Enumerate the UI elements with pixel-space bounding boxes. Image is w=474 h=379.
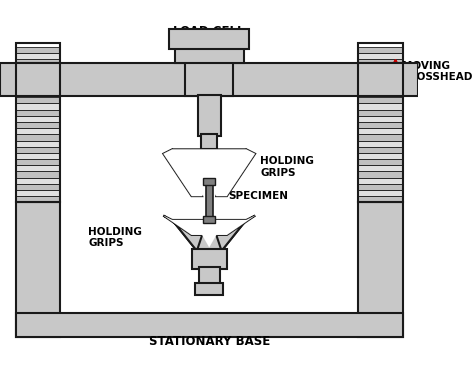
Bar (16, 128, 60, 134)
Bar (358, 103, 402, 110)
Bar (170, 29, 249, 49)
Bar (358, 202, 402, 337)
Bar (358, 110, 402, 116)
Bar (16, 165, 60, 171)
Bar (358, 196, 402, 202)
Bar (16, 202, 60, 337)
Bar (191, 249, 227, 268)
Bar (16, 313, 402, 337)
Bar (16, 96, 60, 202)
Bar (358, 178, 402, 184)
Bar (16, 147, 60, 153)
Polygon shape (216, 216, 255, 251)
Text: SPECIMEN: SPECIMEN (228, 191, 288, 201)
Bar (16, 190, 60, 196)
Bar (358, 184, 402, 190)
Bar (16, 53, 60, 59)
Bar (358, 153, 402, 159)
Bar (358, 190, 402, 196)
Polygon shape (164, 216, 202, 251)
Text: HOLDING
GRIPS: HOLDING GRIPS (88, 227, 142, 248)
Bar (175, 47, 244, 63)
Bar (16, 97, 60, 103)
Polygon shape (172, 149, 246, 180)
Bar (16, 103, 60, 110)
Bar (0, 63, 419, 96)
Text: MOVING
CROSSHEAD: MOVING CROSSHEAD (401, 61, 473, 83)
Polygon shape (172, 220, 246, 251)
Bar (358, 171, 402, 178)
Bar (358, 147, 402, 153)
Bar (16, 116, 60, 122)
Bar (358, 96, 402, 202)
Text: STATIONARY BASE: STATIONARY BASE (148, 335, 270, 348)
Bar (16, 110, 60, 116)
Bar (16, 122, 60, 128)
Text: HOLDING
GRIPS: HOLDING GRIPS (260, 156, 314, 178)
Bar (358, 141, 402, 147)
Bar (199, 267, 220, 284)
Bar (16, 44, 60, 66)
Polygon shape (216, 149, 255, 196)
Polygon shape (164, 216, 255, 247)
Bar (16, 196, 60, 202)
Bar (203, 216, 215, 222)
Bar (358, 122, 402, 128)
Bar (195, 283, 223, 295)
Bar (198, 95, 221, 136)
Bar (16, 178, 60, 184)
Bar (358, 128, 402, 134)
Bar (16, 134, 60, 141)
Bar (16, 171, 60, 178)
Text: LOAD CELL: LOAD CELL (173, 25, 245, 38)
Bar (16, 159, 60, 165)
Bar (16, 153, 60, 159)
Bar (16, 47, 60, 53)
Bar (201, 134, 217, 149)
Bar (358, 97, 402, 103)
Polygon shape (164, 149, 255, 196)
Bar (16, 184, 60, 190)
Bar (358, 47, 402, 53)
Bar (358, 63, 402, 96)
Bar (358, 159, 402, 165)
Bar (358, 44, 402, 66)
Bar (185, 54, 233, 96)
Bar (358, 134, 402, 141)
Polygon shape (164, 149, 202, 196)
Bar (358, 53, 402, 59)
Bar (358, 165, 402, 171)
Bar (16, 141, 60, 147)
Bar (358, 59, 402, 66)
Bar (16, 59, 60, 66)
Bar (206, 180, 213, 220)
Bar (16, 63, 60, 96)
Bar (358, 116, 402, 122)
Bar (203, 178, 215, 185)
